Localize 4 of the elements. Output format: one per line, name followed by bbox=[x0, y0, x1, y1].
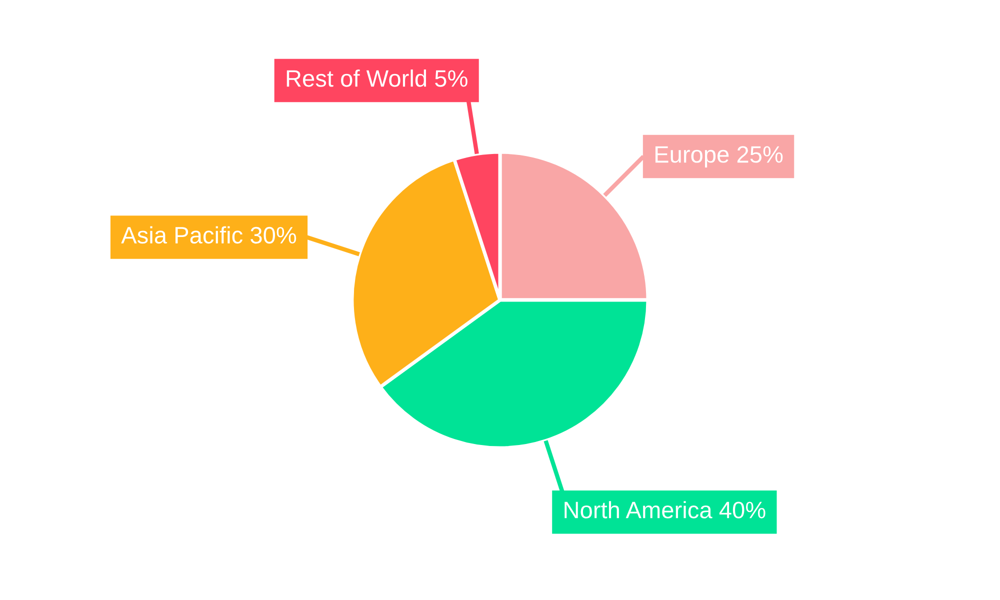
slice-label: Asia Pacific 30% bbox=[121, 226, 296, 244]
slice-label: Europe 25% bbox=[655, 146, 783, 168]
slice-label: Rest of World 5% bbox=[286, 69, 468, 87]
slice-label: North America 40% bbox=[564, 501, 766, 518]
